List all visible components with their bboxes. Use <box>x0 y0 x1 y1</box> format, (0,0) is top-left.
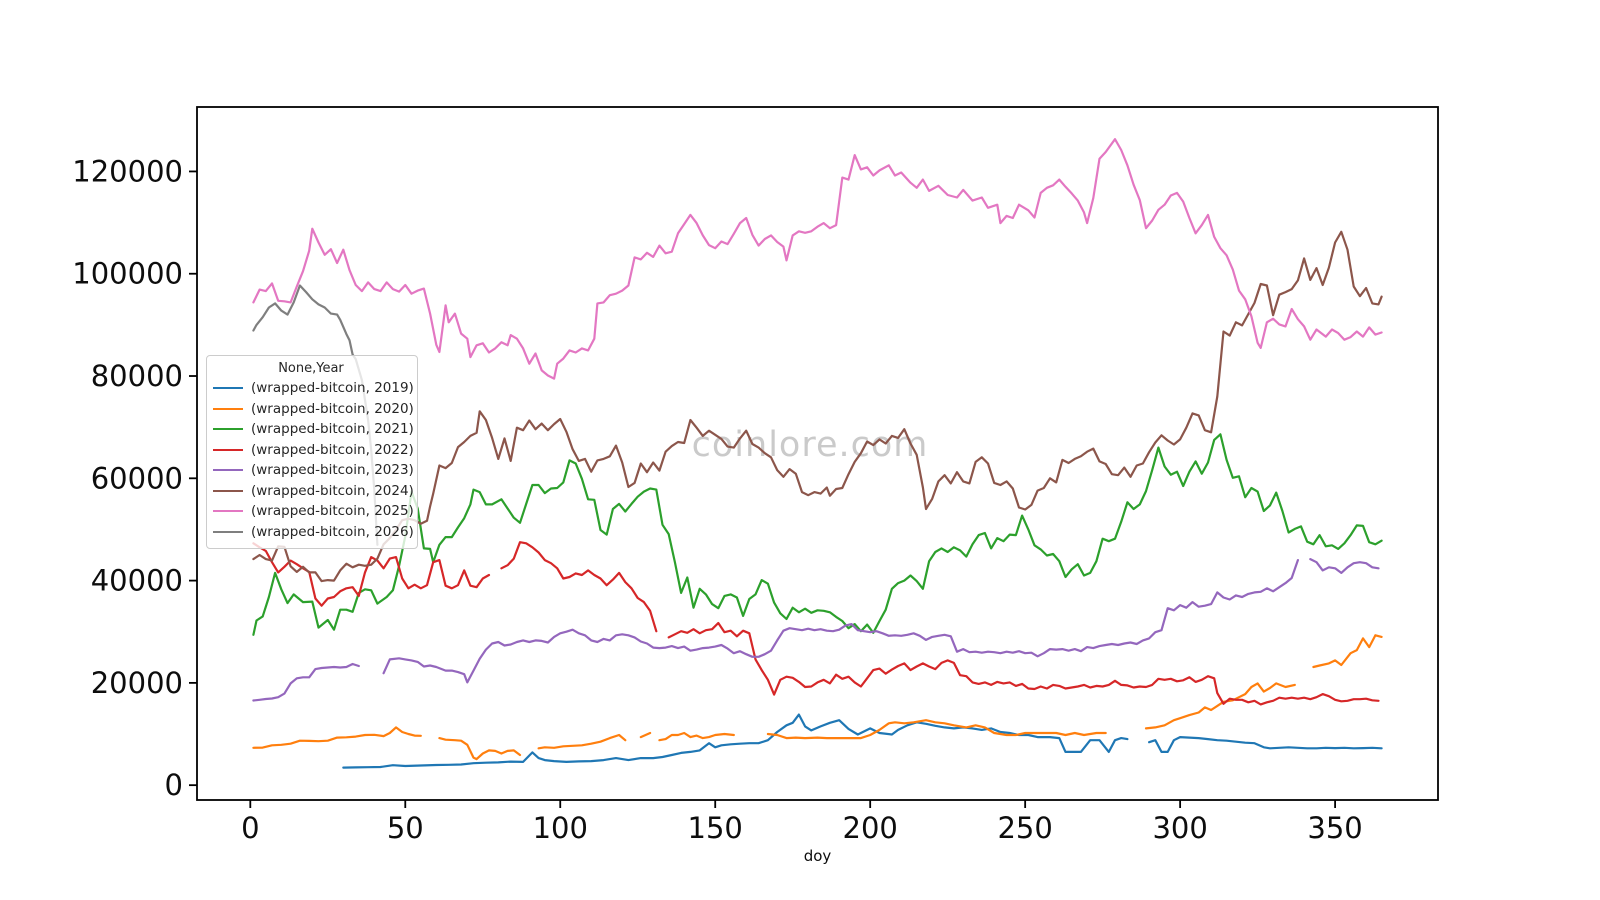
watermark-text: coinlore.com <box>691 425 929 465</box>
series-lines <box>252 138 1383 769</box>
legend-entry-2019: (wrapped-bitcoin, 2019) <box>213 378 414 399</box>
series-line-2019 <box>342 713 1383 769</box>
x-axis-ticks: 0 50 100 150 200 250 300 350 <box>241 800 1363 845</box>
legend-key-2020 <box>213 407 243 410</box>
legend-key-2024 <box>213 489 243 492</box>
x-tick-label: 150 <box>688 811 743 845</box>
legend-key-2023 <box>213 469 243 472</box>
series-line-2023 <box>252 558 1380 702</box>
y-tick-label: 80000 <box>91 359 183 393</box>
x-tick-label: 50 <box>387 811 424 845</box>
x-tick-label: 250 <box>997 811 1052 845</box>
legend-key-2026 <box>213 530 243 533</box>
legend-entry-2020: (wrapped-bitcoin, 2020) <box>213 399 414 420</box>
legend-label: (wrapped-bitcoin, 2025) <box>251 503 414 520</box>
legend-label: (wrapped-bitcoin, 2022) <box>251 441 414 458</box>
x-tick-label: 100 <box>533 811 588 845</box>
legend-key-2022 <box>213 448 243 451</box>
legend-entry-2026: (wrapped-bitcoin, 2026) <box>213 522 414 543</box>
series-line-2021 <box>252 433 1383 636</box>
y-tick-label: 20000 <box>91 666 183 700</box>
legend-entry-2022: (wrapped-bitcoin, 2022) <box>213 440 414 461</box>
legend-label: (wrapped-bitcoin, 2026) <box>251 523 414 540</box>
x-axis-label: doy <box>804 847 832 865</box>
plot-border <box>196 106 1439 801</box>
series-line-2024 <box>252 230 1383 583</box>
y-tick-label: 100000 <box>72 257 183 291</box>
chart-legend: None,Year (wrapped-bitcoin, 2019) (wrappe… <box>206 355 418 549</box>
x-tick-label: 350 <box>1307 811 1362 845</box>
x-tick-label: 0 <box>241 811 259 845</box>
series-line-2022 <box>252 541 1380 706</box>
y-tick-label: 60000 <box>91 461 183 495</box>
legend-label: (wrapped-bitcoin, 2019) <box>251 380 414 397</box>
x-tick-label: 300 <box>1152 811 1207 845</box>
legend-label: (wrapped-bitcoin, 2020) <box>251 400 414 417</box>
legend-title: None,Year <box>278 361 344 376</box>
y-tick-label: 120000 <box>72 154 183 188</box>
legend-key-2021 <box>213 428 243 431</box>
x-tick-label: 200 <box>843 811 898 845</box>
y-tick-label: 0 <box>165 768 183 802</box>
legend-label: (wrapped-bitcoin, 2021) <box>251 421 414 438</box>
y-tick-label: 40000 <box>91 564 183 598</box>
legend-label: (wrapped-bitcoin, 2024) <box>251 482 414 499</box>
legend-rows: (wrapped-bitcoin, 2019) (wrapped-bitcoin,… <box>213 378 414 543</box>
legend-entry-2025: (wrapped-bitcoin, 2025) <box>213 501 414 522</box>
series-line-2025 <box>252 138 1383 380</box>
legend-entry-2024: (wrapped-bitcoin, 2024) <box>213 481 414 502</box>
legend-label: (wrapped-bitcoin, 2023) <box>251 462 414 479</box>
legend-entry-2023: (wrapped-bitcoin, 2023) <box>213 460 414 481</box>
legend-key-2019 <box>213 387 243 390</box>
legend-key-2025 <box>213 510 243 513</box>
legend-entry-2021: (wrapped-bitcoin, 2021) <box>213 419 414 440</box>
y-axis-ticks: 0 20000 40000 60000 80000 100000 120000 <box>72 154 197 802</box>
